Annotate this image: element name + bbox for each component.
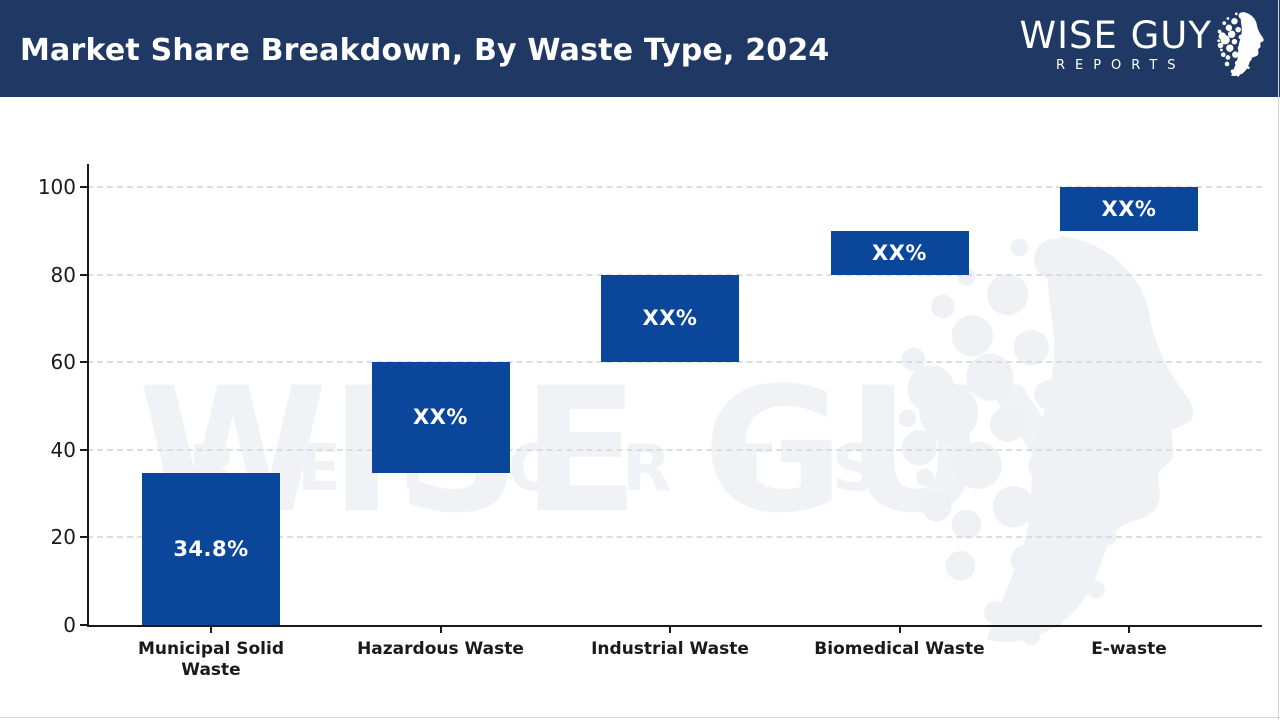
watermark-head-icon — [878, 213, 1208, 665]
head-logo-icon — [1214, 8, 1266, 80]
x-category-label: E-waste — [1091, 639, 1167, 659]
bar: 34.8% — [142, 472, 280, 625]
brand-logo-text: WISE GUY REPORTS — [1020, 15, 1212, 73]
brand-name: WISE GUY — [1019, 14, 1212, 58]
bar: XX% — [830, 230, 969, 275]
bar-value-label: XX% — [872, 240, 927, 265]
chart-area: WISE GUY REPORTS 0 20 40 60 80 100 34.8% Munici… — [0, 97, 1280, 717]
bar-value-label: 34.8% — [173, 536, 249, 561]
page-border-right — [1278, 0, 1279, 720]
header-bar: Market Share Breakdown, By Waste Type, 2… — [0, 0, 1280, 97]
x-category-label: Industrial Waste — [591, 639, 749, 659]
x-category-label: Hazardous Waste — [357, 639, 524, 659]
y-tick-mark — [80, 536, 87, 539]
gridline — [87, 448, 1262, 451]
y-tick-label: 20 — [50, 525, 76, 550]
x-tick-mark — [210, 627, 212, 633]
bar-value-label: XX% — [413, 405, 468, 430]
y-tick-mark — [80, 186, 87, 188]
page-border-bottom — [0, 717, 1280, 718]
x-tick-mark — [669, 627, 671, 633]
x-category-label: Biomedical Waste — [814, 639, 985, 659]
bar: XX% — [1060, 187, 1198, 231]
y-tick-mark — [80, 624, 87, 626]
y-tick-label: 100 — [37, 175, 76, 199]
bar: XX% — [601, 274, 739, 363]
x-tick-mark — [898, 627, 901, 633]
x-axis-spine — [87, 625, 1262, 627]
y-tick-label: 40 — [50, 437, 76, 462]
x-tick-mark — [1128, 627, 1130, 633]
y-tick-label: 0 — [63, 613, 76, 637]
gridline — [87, 536, 1262, 539]
y-tick-mark — [80, 361, 87, 364]
x-category-label: Municipal Solid Waste — [138, 639, 284, 681]
brand-logo: WISE GUY REPORTS — [1020, 8, 1266, 80]
gridline — [87, 361, 1262, 364]
bar-value-label: XX% — [642, 306, 698, 331]
gridline — [87, 186, 1262, 188]
y-tick-mark — [80, 448, 87, 451]
y-tick-mark — [80, 273, 87, 276]
brand-subname: REPORTS — [1055, 57, 1186, 73]
y-tick-label: 80 — [50, 262, 76, 287]
bar: XX% — [371, 362, 510, 473]
y-tick-label: 60 — [50, 350, 76, 375]
watermark-text-secondary: REPORTS — [188, 432, 939, 506]
y-axis-spine — [87, 164, 89, 627]
x-tick-mark — [439, 627, 442, 633]
page-title: Market Share Breakdown, By Waste Type, 2… — [20, 33, 830, 68]
bar-value-label: XX% — [1101, 196, 1157, 221]
